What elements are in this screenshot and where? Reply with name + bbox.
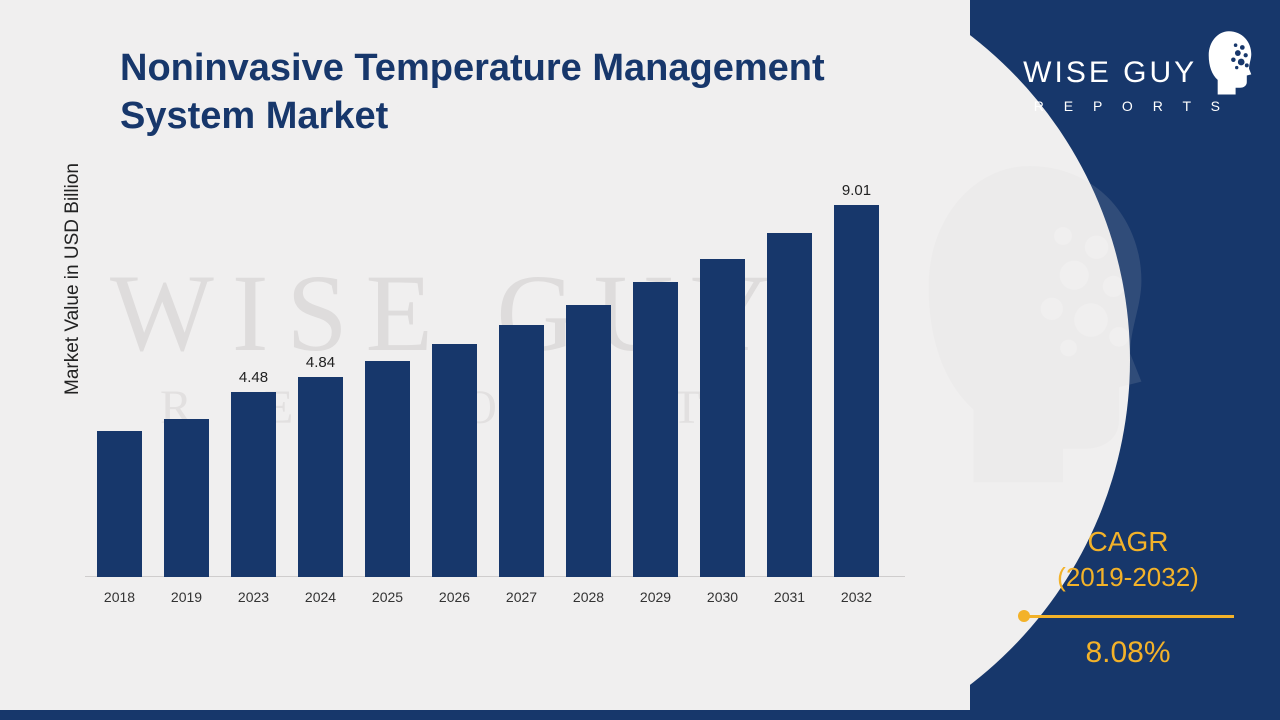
cagr-years: (2019-2032) (1008, 562, 1248, 593)
x-tick-label: 2026 (420, 589, 490, 605)
logo-text-main: WISE GUY (1023, 28, 1258, 96)
bar (834, 205, 879, 577)
bar (633, 282, 678, 577)
x-tick-label: 2028 (554, 589, 624, 605)
bar (365, 361, 410, 577)
bar-value-label: 4.84 (286, 354, 356, 371)
logo-head-icon (1202, 28, 1258, 96)
bar-value-label: 9.01 (822, 182, 892, 199)
bar (767, 233, 812, 577)
plot-area: 4.484.84 9.01 (85, 185, 905, 577)
bar (432, 344, 477, 577)
bar (164, 419, 209, 577)
cagr-label: CAGR (1008, 526, 1248, 558)
bar (566, 305, 611, 577)
x-tick-label: 2030 (688, 589, 758, 605)
y-axis-label: Market Value in USD Billion (62, 163, 84, 395)
infographic-canvas: WISE GUY R E P O R T S Noninvasive Tempe… (0, 0, 1280, 720)
bar-chart: 4.484.849.01 201820192023202420252026202… (85, 185, 905, 605)
x-tick-label: 2031 (755, 589, 825, 605)
bar (97, 431, 142, 577)
cagr-divider (1022, 615, 1234, 618)
bar (231, 392, 276, 577)
bar-value-label: 4.48 (219, 369, 289, 386)
brand-logo: WISE GUY R E P O R T S (1023, 28, 1258, 114)
x-tick-label: 2032 (822, 589, 892, 605)
x-tick-label: 2029 (621, 589, 691, 605)
x-tick-label: 2023 (219, 589, 289, 605)
x-tick-label: 2024 (286, 589, 356, 605)
footer-bar (0, 710, 970, 720)
x-tick-label: 2018 (85, 589, 155, 605)
x-tick-label: 2025 (353, 589, 423, 605)
bar (499, 325, 544, 577)
cagr-value: 8.08% (1008, 636, 1248, 670)
chart-title: Noninvasive Temperature Management Syste… (120, 45, 840, 140)
bar (700, 259, 745, 577)
watermark-head-icon (895, 150, 1175, 490)
bar (298, 377, 343, 577)
cagr-block: CAGR (2019-2032) 8.08% (1008, 526, 1248, 670)
logo-text-main-span: WISE GUY (1023, 56, 1196, 89)
x-tick-label: 2027 (487, 589, 557, 605)
logo-text-sub: R E P O R T S (1023, 98, 1228, 114)
x-tick-label: 2019 (152, 589, 222, 605)
